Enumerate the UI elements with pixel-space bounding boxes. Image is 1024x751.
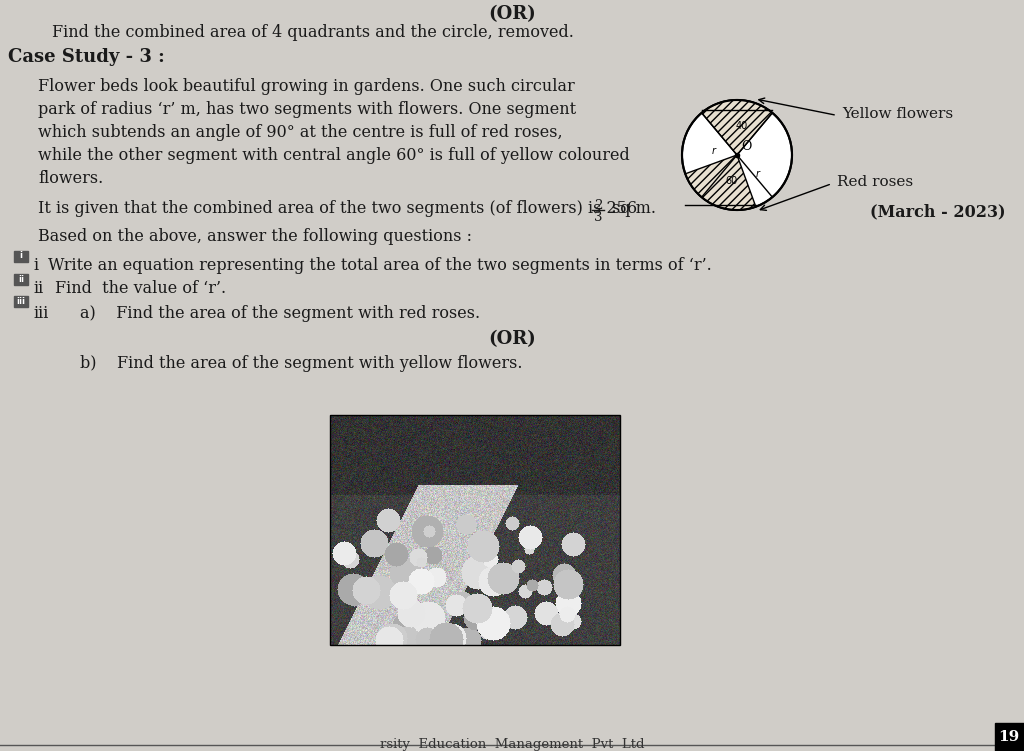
Text: ii: ii [33,280,43,297]
Text: r: r [712,146,716,156]
Text: park of radius ‘r’ m, has two segments with flowers. One segment: park of radius ‘r’ m, has two segments w… [38,101,577,118]
Text: Write an equation representing the total area of the two segments in terms of ‘r: Write an equation representing the total… [48,257,712,274]
Text: Yellow flowers: Yellow flowers [842,107,953,121]
Text: 2: 2 [594,199,602,212]
Text: i: i [19,252,23,261]
Circle shape [682,100,792,210]
Text: Based on the above, answer the following questions :: Based on the above, answer the following… [38,228,472,245]
Text: sq m.: sq m. [612,200,656,217]
Text: which subtends an angle of 90° at the centre is full of red roses,: which subtends an angle of 90° at the ce… [38,124,562,141]
Text: while the other segment with central angle 60° is full of yellow coloured: while the other segment with central ang… [38,147,630,164]
Text: 60: 60 [725,176,737,186]
Bar [330,415,620,645]
Text: a)    Find the area of the segment with red roses.: a) Find the area of the segment with red… [80,305,480,322]
Text: 40: 40 [736,122,749,131]
Text: flowers.: flowers. [38,170,103,187]
Wedge shape [701,100,772,155]
Wedge shape [685,155,756,210]
Text: 3: 3 [594,211,602,224]
Bar [14,274,28,285]
Text: It is given that the combined area of the two segments (of flowers) is 256: It is given that the combined area of th… [38,200,637,217]
Text: (March - 2023): (March - 2023) [869,203,1005,220]
Text: (OR): (OR) [488,330,536,348]
Text: O: O [741,140,752,153]
Text: i: i [33,257,38,274]
Text: iii: iii [16,297,26,306]
Text: b)    Find the area of the segment with yellow flowers.: b) Find the area of the segment with yel… [80,355,522,372]
Text: iii: iii [33,305,48,322]
Text: ii: ii [18,275,24,283]
Bar [14,251,28,262]
Text: Red roses: Red roses [837,176,913,189]
Text: r: r [756,169,760,179]
Bar [14,296,28,307]
Text: rsity  Education  Management  Pvt  Ltd: rsity Education Management Pvt Ltd [380,738,644,751]
Text: 19: 19 [998,730,1020,744]
Text: (OR): (OR) [488,5,536,23]
Text: Case Study - 3 :: Case Study - 3 : [8,48,165,66]
Text: Find the combined area of 4 quadrants and the circle, removed.: Find the combined area of 4 quadrants an… [52,24,573,41]
Text: Find  the value of ‘r’.: Find the value of ‘r’. [55,280,226,297]
Text: Flower beds look beautiful growing in gardens. One such circular: Flower beds look beautiful growing in ga… [38,78,574,95]
Bar [995,723,1024,751]
